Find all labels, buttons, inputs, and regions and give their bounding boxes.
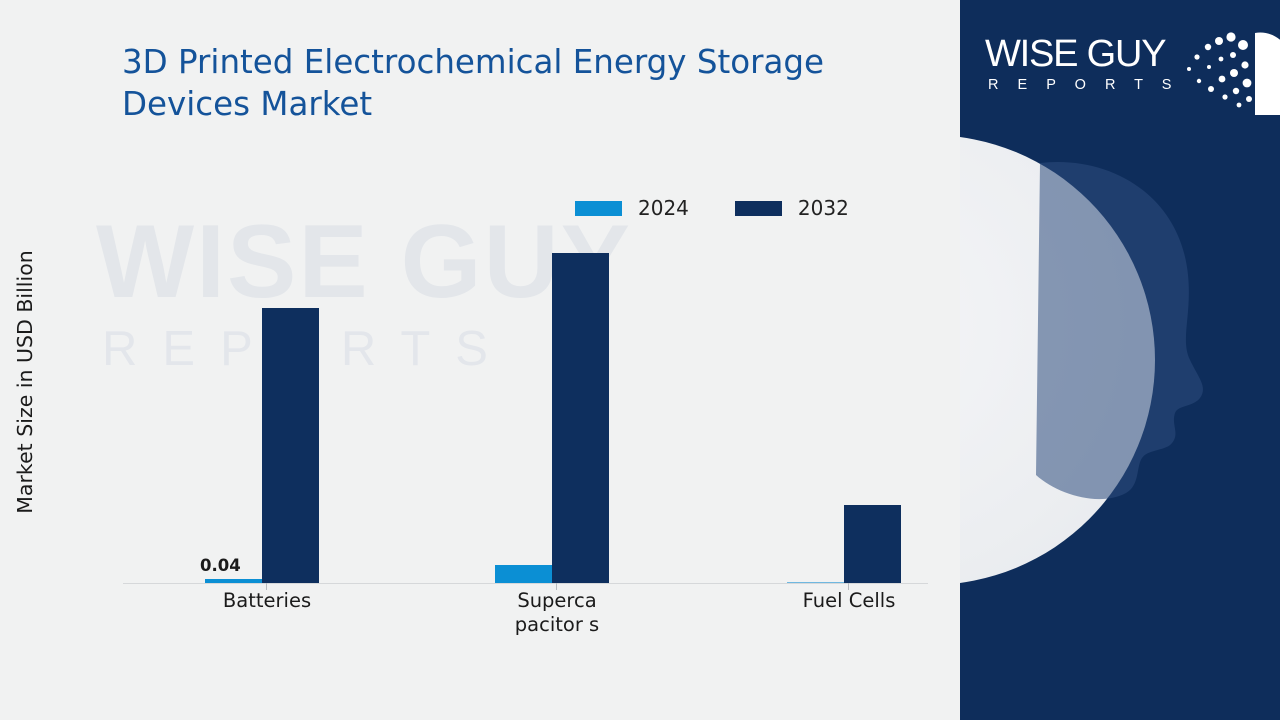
bar-batteries-2024[interactable] [205,579,262,583]
bar-fuel-cells-2032[interactable] [844,505,901,583]
chart-legend: 2024 2032 [575,196,849,220]
bar-chart: Market Size in USD Billion 2024 2032 0.0… [13,196,929,636]
x-tick-batteries [266,583,267,590]
logo-wordmark: WISE GUY [985,33,1167,75]
brand-panel: WISE GUY R E P O R T S [960,0,1280,720]
face-profile-icon [1036,161,1203,500]
legend-swatch-2024 [575,200,622,216]
legend-label-2024: 2024 [638,196,689,220]
bar-group-supercapacitors: Superca pacitor s [477,243,637,636]
legend-item-2024[interactable]: 2024 [575,196,689,220]
bars-fuel-cells [769,243,929,583]
x-tick-fuel-cells [848,583,849,590]
legend-swatch-2032 [734,200,782,216]
logo-subtitle: R E P O R T S [988,77,1179,93]
page-title: 3D Printed Electrochemical Energy Storag… [122,43,825,123]
x-label-supercapacitors: Superca pacitor s [514,589,600,636]
x-axis-line [123,583,928,584]
bar-group-batteries: 0.04 Batteries [187,243,347,612]
y-axis-title: Market Size in USD Billion [13,250,37,514]
bar-batteries-2032[interactable] [262,308,319,583]
legend-item-2032[interactable]: 2032 [734,196,849,220]
brand-logo: WISE GUY R E P O R T S [985,32,1280,115]
bar-supercapacitors-2024[interactable] [495,565,552,583]
x-tick-supercapacitors [556,583,557,590]
bar-group-fuel-cells: Fuel Cells [769,243,929,612]
x-label-fuel-cells: Fuel Cells [802,589,896,612]
bar-supercapacitors-2032[interactable] [552,253,609,583]
bar-fuel-cells-2024[interactable] [787,582,844,583]
face-silhouette [1030,155,1230,500]
x-label-batteries: Batteries [222,589,312,612]
bars-supercapacitors [477,243,637,583]
bars-batteries: 0.04 [187,243,347,583]
data-label-batteries-2024: 0.04 [200,556,241,575]
legend-label-2032: 2032 [797,196,849,220]
logo-head-dots-icon [1187,32,1280,115]
